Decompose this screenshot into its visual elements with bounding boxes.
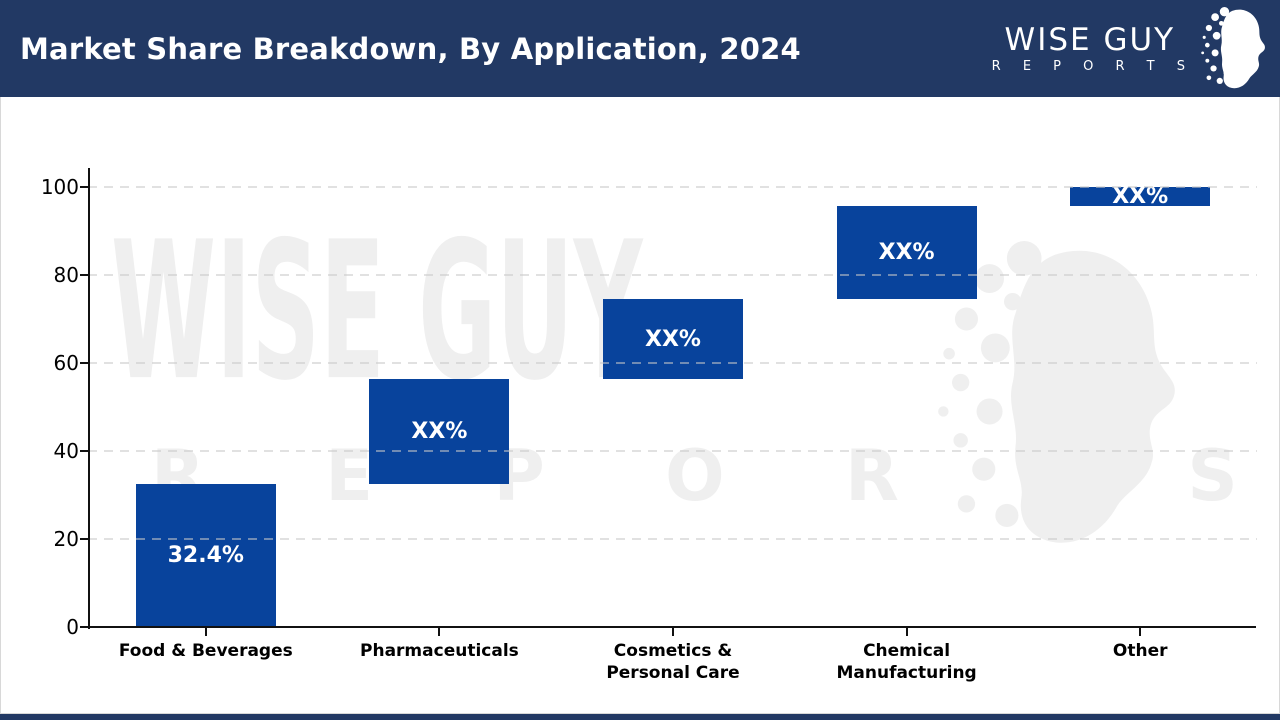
logo-face-icon [1201,6,1265,88]
gridline [88,274,1257,276]
plot-area: 32.4% XX% XX% XX% XX% [88,183,1257,636]
x-axis-line [86,626,1256,628]
bar-3: XX% [836,205,977,300]
y-tick-mark [80,274,89,276]
x-category-label: Other [1112,641,1168,661]
bar-4: XX% [1070,183,1211,209]
x-category-label: Food & Beverages [118,641,293,661]
bar-value-label: XX% [411,419,468,445]
x-tick-mark [672,627,674,636]
header-bar: Market Share Breakdown, By Application, … [0,0,1280,97]
y-tick-mark [80,626,89,628]
bar-value-label: XX% [645,326,701,352]
x-axis-category-labels: Food & Beverages Pharmaceuticals Cosmetics… [89,640,1257,704]
gridline [88,362,1257,364]
y-tick-label: 100 [40,175,79,199]
watermark: WISE GUY R E P O R T S [111,201,1238,607]
footer-bar [0,714,1280,720]
x-tick-mark [1139,627,1142,636]
x-tick-mark [438,627,441,636]
y-tick-mark [80,450,89,452]
brand-logo: WISE GUY R E P O R T S [986,6,1268,92]
logo-wordmark-sub: R E P O R T S [991,58,1194,74]
gridline [88,450,1257,452]
logo-wordmark-main: WISE GUY [1004,21,1176,58]
y-tick-mark [80,362,89,364]
x-category-label: Pharmaceuticals [360,641,519,661]
bar-2: XX% [602,299,744,380]
y-tick-label: 0 [66,615,79,639]
bar-0: 32.4% [135,484,276,627]
watermark-text-main: WISE GUY [111,201,643,424]
gridline [88,186,1257,188]
y-tick-label: 20 [53,527,79,551]
page-title: Market Share Breakdown, By Application, … [20,31,801,66]
bar-value-label: XX% [1112,183,1169,209]
x-tick-mark [905,627,908,636]
y-tick-label: 40 [53,439,79,463]
x-category-label: Chemical Manufacturing [836,641,977,684]
logo-wordmark: WISE GUY R E P O R T S [986,21,1194,74]
y-tick-mark [80,538,89,540]
y-axis-tick-labels: 0 20 40 60 80 100 [1,175,79,639]
y-axis-line [88,168,90,629]
y-tick-mark [80,186,89,188]
x-category-label: Cosmetics & Personal Care [606,641,740,684]
bar-value-label: 32.4% [167,543,244,569]
gridline [88,538,1257,540]
y-tick-label: 80 [53,263,79,287]
bar-1: XX% [369,379,510,485]
y-tick-label: 60 [53,351,79,375]
chart-canvas: WISE GUY R E P O R T S 0 20 40 60 80 100 32.4… [0,97,1280,714]
y-axis-tick-marks [80,186,89,628]
x-tick-mark [204,627,207,636]
bar-value-label: XX% [878,240,935,266]
